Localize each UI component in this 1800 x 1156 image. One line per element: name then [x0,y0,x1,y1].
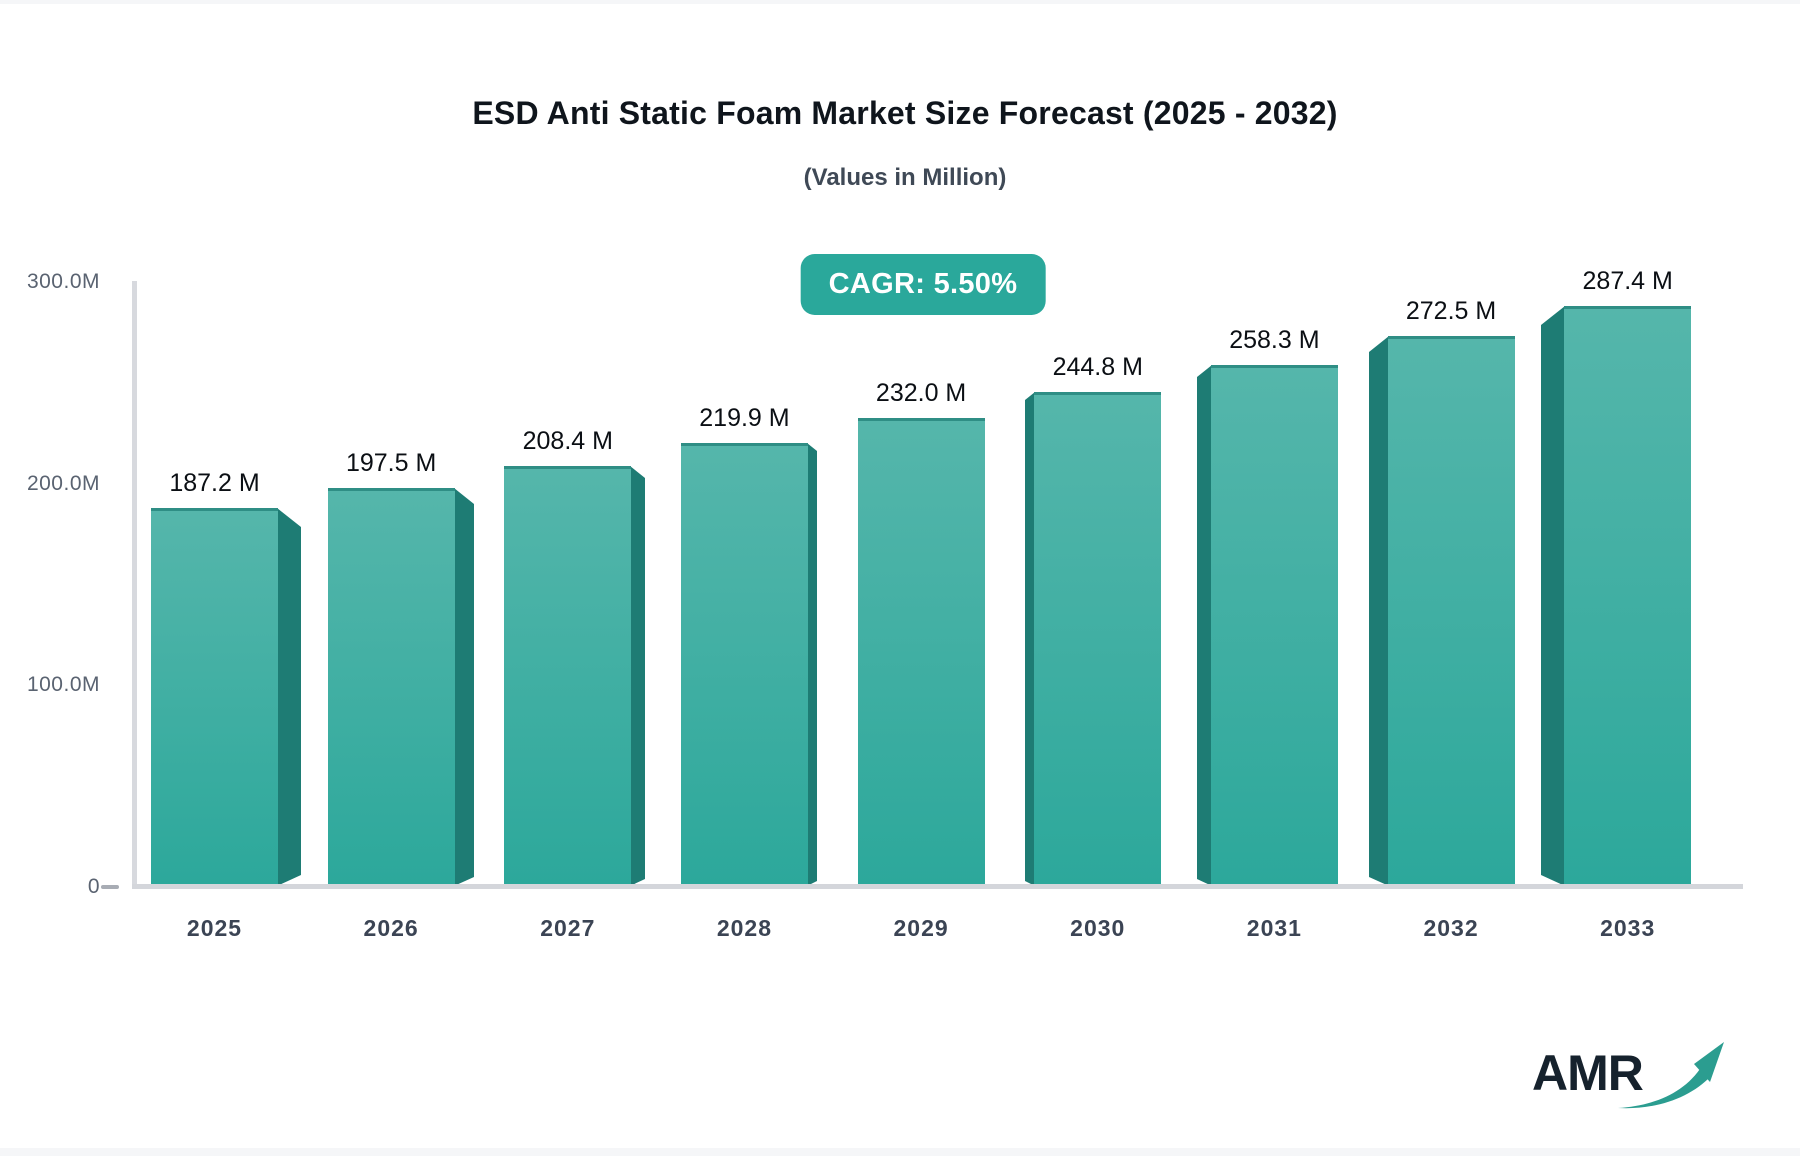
bar-3d-side-2027 [630,466,645,886]
bar-value-label: 208.4 M [522,427,613,455]
bar-value-label: 244.8 M [1052,353,1143,381]
bar-value-label: 232.0 M [875,379,967,407]
x-tick-label: 2028 [716,915,773,941]
bar-3d-side-2030 [1025,392,1035,886]
bottom-strip [0,1148,1800,1156]
y-tick-label: 100.0M [26,673,100,697]
y-tick-label: 200.0M [26,471,100,495]
x-tick-label: 2031 [1246,915,1302,941]
x-tick-label: 2029 [893,915,949,941]
bar-value-label: 272.5 M [1405,297,1497,325]
bar-value-label: 197.5 M [345,449,437,477]
y-axis-line [132,281,137,886]
bar-value-label: 187.2 M [169,469,260,497]
bar-3d-side-2031 [1197,365,1212,886]
brand-logo-text: AMR [1532,1045,1644,1101]
zero-tick-mark [101,885,119,889]
brand-logo: AMR [1532,1038,1732,1118]
bar-value-label: 287.4 M [1582,267,1673,295]
bar-2027[interactable] [504,466,631,886]
bar-3d-side-2033 [1541,306,1565,886]
bar-value-label: 258.3 M [1229,326,1320,354]
growth-arrow-icon [1618,1042,1724,1109]
cagr-badge: CAGR: 5.50% [800,254,1046,315]
x-tick-label: 2027 [540,915,596,941]
bar-value-label: 219.9 M [699,404,790,432]
bar-3d-side-2032 [1369,336,1389,886]
x-tick-label: 2026 [363,915,419,941]
bar-3d-side-2028 [807,443,817,886]
bar-2029[interactable] [858,418,985,886]
bar-2030[interactable] [1034,392,1161,886]
x-tick-label: 2030 [1070,915,1126,941]
bar-3d-side-2025 [277,508,301,886]
y-tick-label: 0 [87,875,100,898]
bar-2031[interactable] [1211,365,1338,886]
bar-2032[interactable] [1388,336,1515,886]
chart-subtitle: (Values in Million) [803,164,1007,191]
x-tick-label: 2033 [1600,915,1656,941]
bar-2025[interactable] [151,508,278,886]
x-axis-line [132,884,1743,889]
bar-2033[interactable] [1564,306,1691,886]
y-tick-label: 300.0M [26,270,100,293]
chart-title: ESD Anti Static Foam Market Size Forecas… [472,95,1338,131]
x-tick-label: 2032 [1423,915,1479,941]
bar-3d-side-2026 [454,488,474,886]
bar-2026[interactable] [328,488,455,886]
bar-2028[interactable] [681,443,808,886]
x-tick-label: 2025 [186,915,243,941]
